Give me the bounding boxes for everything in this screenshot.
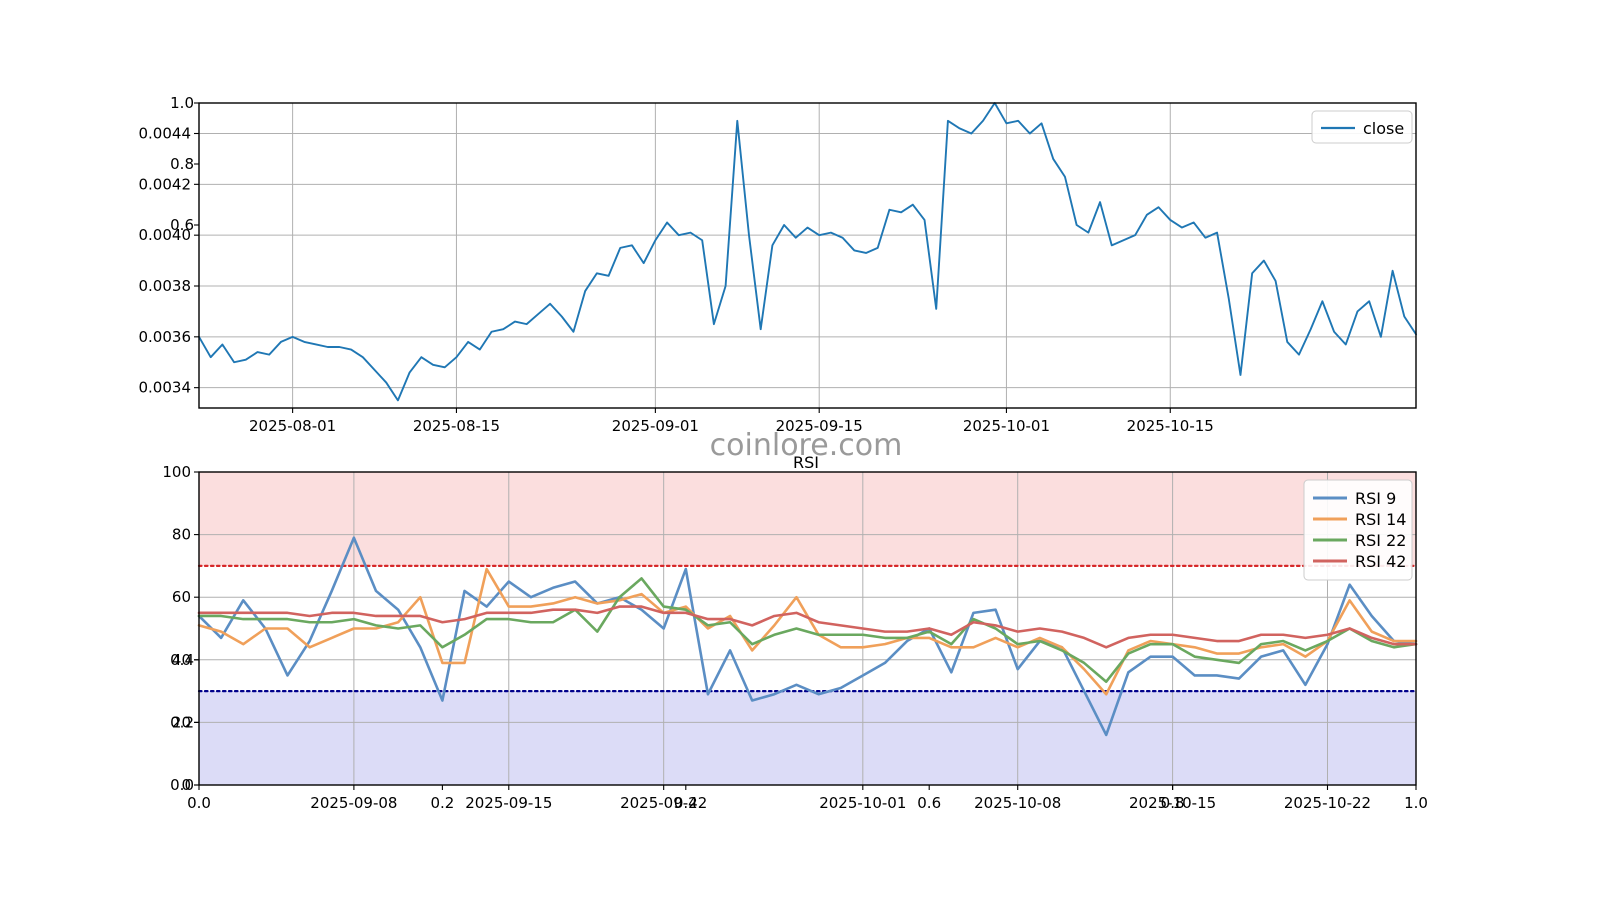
rsi-y-tick-label: 0 bbox=[181, 776, 191, 794]
price-y-secondary-tick-label: 0.6 bbox=[170, 216, 194, 234]
rsi-axes-frame bbox=[198, 471, 1417, 786]
price-y-tick-label: 0.0038 bbox=[139, 277, 192, 295]
price-axes-spines bbox=[198, 102, 1417, 409]
rsi-y-tick-label: 20 bbox=[172, 713, 191, 731]
price-y-tick-label: 0.0044 bbox=[139, 125, 192, 143]
rsi-x-tick-label: 2025-09-08 bbox=[310, 794, 397, 812]
rsi-x-tick-label: 2025-10-08 bbox=[974, 794, 1061, 812]
rsi-threshold-lines bbox=[197, 564, 1418, 693]
price-legend-label-close: close bbox=[1363, 119, 1404, 138]
price-x-tick-label: 2025-10-01 bbox=[963, 417, 1050, 435]
price-y-secondary-tick-label: 0.8 bbox=[170, 155, 194, 173]
rsi-x-tick-label: 2025-10-01 bbox=[819, 794, 906, 812]
rsi-threshold-bands bbox=[199, 472, 1416, 785]
price-y-tick-label: 0.0042 bbox=[139, 175, 192, 193]
rsi-legend-label-rsi-14: RSI 14 bbox=[1355, 510, 1406, 529]
rsi-series-group bbox=[197, 536, 1418, 737]
rsi-series-rsi-14 bbox=[197, 567, 1418, 696]
price-plot-background bbox=[199, 103, 1416, 408]
price-y-secondary-tick-labels: 0.6 0.8 1.0 bbox=[170, 94, 199, 234]
rsi-legend-label-rsi-42: RSI 42 bbox=[1355, 552, 1406, 571]
rsi-y-tick-label: 100 bbox=[162, 463, 191, 481]
rsi-y-secondary-tick-labels: 0.0 0.2 0.4 bbox=[170, 651, 199, 794]
price-series-close bbox=[198, 102, 1417, 402]
watermark: coinlore.com bbox=[710, 428, 903, 463]
price-x-tick-label: 2025-10-15 bbox=[1127, 417, 1214, 435]
rsi-y-tick-label: 40 bbox=[172, 651, 191, 669]
price-y-tick-label: 0.0040 bbox=[139, 226, 192, 244]
price-x-tick-label: 2025-08-15 bbox=[413, 417, 500, 435]
price-legend-box[interactable] bbox=[1311, 110, 1413, 144]
rsi-x-secondary-tick-label: 0.0 bbox=[187, 794, 211, 812]
rsi-y-tick-labels: 0 20 40 60 80 100 bbox=[162, 463, 199, 794]
rsi-legend[interactable]: RSI 9 RSI 14 RSI 22 RSI 42 bbox=[1303, 479, 1413, 581]
rsi-x-tick-label: 2025-10-15 bbox=[1129, 794, 1216, 812]
rsi-y-secondary-tick-label: 0.0 bbox=[170, 776, 194, 794]
rsi-legend-box[interactable] bbox=[1303, 479, 1413, 581]
rsi-legend-label-rsi-22: RSI 22 bbox=[1355, 531, 1406, 550]
price-x-tick-labels: 2025-08-01 2025-08-15 2025-09-01 2025-09-15… bbox=[249, 408, 1214, 435]
price-panel: 0.0034 0.0036 0.0038 0.0040 0.0042 0.0044 0.6… bbox=[139, 94, 1417, 435]
rsi-series-rsi-22 bbox=[197, 577, 1418, 684]
price-y-secondary-tick-label: 1.0 bbox=[170, 94, 194, 112]
rsi-x-secondary-tick-label: 0.8 bbox=[1161, 794, 1185, 812]
price-gridlines bbox=[199, 103, 1416, 408]
rsi-series-rsi-42 bbox=[197, 605, 1418, 649]
rsi-title: RSI bbox=[793, 453, 819, 472]
price-y-tick-label: 0.0034 bbox=[139, 379, 192, 397]
rsi-overbought-band bbox=[199, 472, 1416, 566]
rsi-axes-spines bbox=[198, 471, 1417, 786]
rsi-x-secondary-tick-label: 0.6 bbox=[917, 794, 941, 812]
rsi-y-tick-label: 80 bbox=[172, 526, 191, 544]
rsi-x-secondary-tick-label: 0.2 bbox=[430, 794, 454, 812]
price-axes-frame bbox=[198, 102, 1417, 409]
price-y-tick-label: 0.0036 bbox=[139, 328, 192, 346]
rsi-y-secondary-tick-label: 0.4 bbox=[170, 651, 194, 669]
rsi-oversold-band bbox=[199, 691, 1416, 785]
rsi-y-secondary-tick-label: 0.2 bbox=[170, 713, 194, 731]
rsi-x-secondary-tick-label: 0.4 bbox=[674, 794, 698, 812]
price-series-group bbox=[198, 102, 1417, 402]
rsi-x-secondary-tick-labels: 0.0 0.2 0.4 0.6 0.8 1.0 bbox=[187, 785, 1428, 812]
rsi-legend-label-rsi-9: RSI 9 bbox=[1355, 489, 1396, 508]
rsi-y-tick-label: 60 bbox=[172, 588, 191, 606]
rsi-x-tick-label: 2025-10-22 bbox=[1284, 794, 1371, 812]
rsi-x-tick-label: 2025-09-22 bbox=[620, 794, 707, 812]
rsi-x-secondary-tick-label: 1.0 bbox=[1404, 794, 1428, 812]
price-legend[interactable]: close bbox=[1311, 110, 1413, 144]
price-y-tick-labels: 0.0034 0.0036 0.0038 0.0040 0.0042 0.0044 bbox=[139, 125, 199, 397]
price-x-tick-label: 2025-08-01 bbox=[249, 417, 336, 435]
price-x-tick-label: 2025-09-15 bbox=[776, 417, 863, 435]
rsi-x-tick-labels: 2025-09-08 2025-09-15 2025-09-22 2025-10-01… bbox=[310, 785, 1371, 812]
price-x-tick-label: 2025-09-01 bbox=[612, 417, 699, 435]
rsi-x-tick-label: 2025-09-15 bbox=[465, 794, 552, 812]
